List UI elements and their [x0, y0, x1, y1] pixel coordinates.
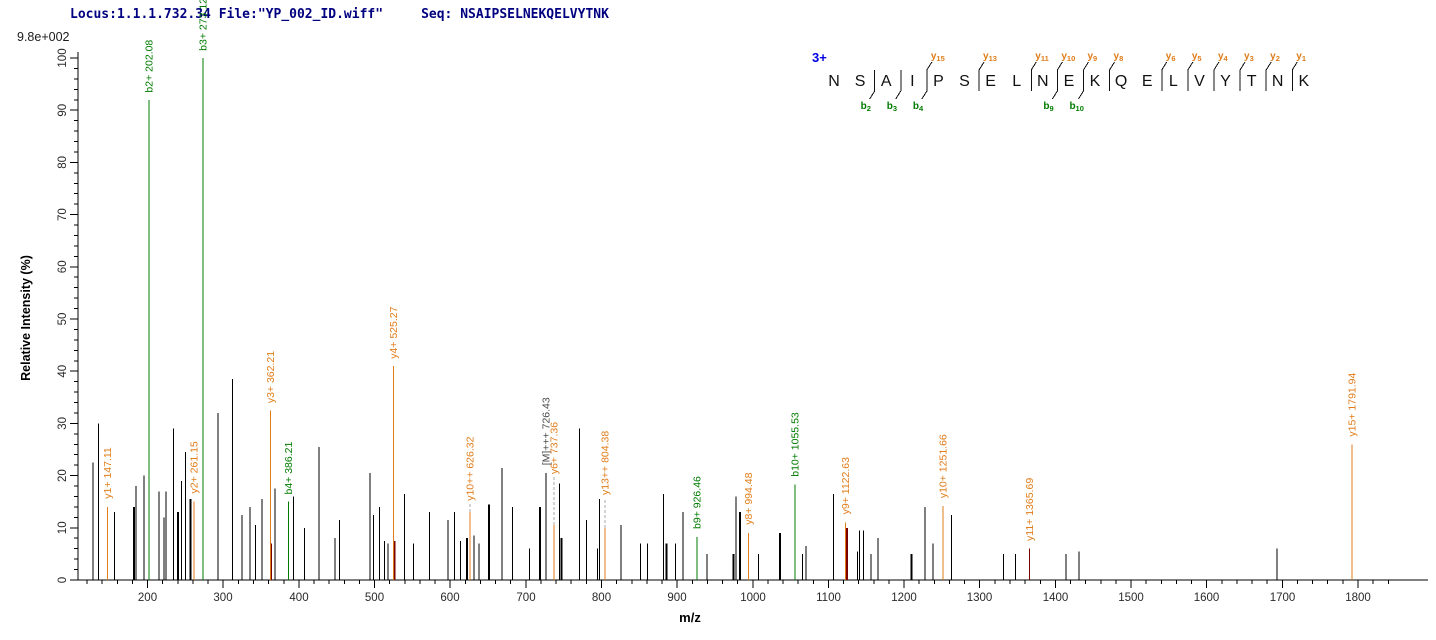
y-tick-label: 40	[57, 365, 69, 378]
peak-label: b10+ 1055.53	[790, 412, 802, 477]
y-ion-label: y9	[1087, 51, 1097, 63]
peak-label: b2+ 202.08	[144, 40, 156, 93]
y-tick-label: 20	[57, 469, 69, 482]
peak-label: y4+ 525.27	[388, 306, 400, 358]
sequence-header-label: Seq: NSAIPSELNEKQELVYTNK	[421, 7, 609, 22]
y-tick-label: 100	[57, 48, 69, 67]
y-tick-label: 60	[57, 260, 69, 273]
y-tick-label: 10	[57, 521, 69, 534]
x-tick-label: 1400	[1043, 592, 1069, 604]
sequence-residue: V	[1194, 73, 1205, 90]
labeled-peaks	[106, 58, 1353, 580]
x-tick-label: 200	[138, 592, 157, 604]
peak-label: y10+ 1251.66	[938, 434, 950, 498]
y-ion-label: y11	[1035, 51, 1049, 63]
y-ion-label: y10	[1061, 51, 1075, 63]
b-ion-label: b9	[1043, 101, 1053, 113]
x-tick-label: 1000	[740, 592, 766, 604]
sequence-residue: N	[1037, 73, 1049, 90]
peak-label: y1+ 147.11	[102, 447, 114, 499]
peak-label: b9+ 926.46	[692, 476, 704, 529]
b-ion-label: b4	[913, 101, 924, 113]
peak-label: b4+ 386.21	[283, 442, 295, 495]
y-tick-label: 50	[57, 313, 69, 326]
y-ion-label: y13	[983, 51, 997, 63]
y-tick-label: 90	[57, 104, 69, 117]
sequence-residue: Y	[1220, 73, 1231, 90]
sequence-residue: S	[855, 73, 866, 90]
y-axis-title: Relative Intensity (%)	[19, 255, 33, 381]
sequence-residue: Q	[1115, 73, 1127, 90]
y-tick-label: 70	[57, 208, 69, 221]
y-ion-label: y5	[1192, 51, 1202, 63]
peak-label: y13++ 804.38	[600, 431, 612, 495]
unlabeled-peaks	[92, 379, 1278, 580]
sequence-residue: K	[1298, 73, 1309, 90]
x-tick-label: 900	[667, 592, 686, 604]
sequence-residue: E	[1064, 73, 1075, 90]
x-axis-ticks: 200 300 400 500 600 700 800 900 1000 1100 1200 1300…	[86, 580, 1389, 604]
peak-label: y11+ 1365.69	[1024, 478, 1036, 541]
y-ion-label: y6	[1166, 51, 1176, 63]
sequence-residue: L	[1169, 73, 1178, 90]
y-tick-label: 30	[57, 417, 69, 430]
sequence-residue: A	[881, 73, 892, 90]
b-ion-label: b10	[1069, 101, 1083, 113]
y-ion-label: y1	[1296, 51, 1306, 63]
b-ion-label: b2	[861, 101, 871, 113]
x-tick-label: 1300	[967, 592, 993, 604]
sequence-residue: N	[828, 73, 840, 90]
x-tick-label: 1700	[1270, 592, 1296, 604]
b-ion-label: b3	[887, 101, 897, 113]
sequence-residue: S	[959, 73, 970, 90]
sequence-residue: E	[1142, 73, 1153, 90]
header-line: Locus:1.1.1.732.34 File:"YP_002_ID.wiff"…	[70, 7, 609, 22]
peak-label: y8+ 994.48	[743, 472, 755, 524]
y-axis-ticks: 0 10 20 30 40 50 60 70 80 90 100	[57, 48, 78, 583]
sequence-residue: P	[933, 73, 944, 90]
peak-label: y6+ 737.36	[549, 422, 561, 474]
sequence-residue: N	[1272, 73, 1284, 90]
sequence-residue: K	[1090, 73, 1101, 90]
y-ion-label: y15	[931, 51, 945, 63]
peak-label: [M]+++ 726.43	[541, 397, 553, 465]
peak-label: y2+ 261.15	[189, 441, 201, 493]
sequence-residue: L	[1012, 73, 1021, 90]
x-tick-label: 1600	[1194, 592, 1220, 604]
base-peak-intensity-label: 9.8e+002	[17, 30, 70, 44]
peak-label: y9+ 1122.63	[840, 457, 852, 514]
x-axis-title: m/z	[679, 610, 701, 625]
x-tick-label: 500	[365, 592, 384, 604]
peak-label: y10++ 626.32	[465, 436, 477, 500]
peak-label: b3+ 273.12	[198, 0, 210, 51]
y-ion-label: y2	[1270, 51, 1280, 63]
peak-label: y3+ 362.21	[265, 351, 277, 403]
precursor-charge-label: 3+	[812, 50, 827, 65]
x-tick-label: 800	[592, 592, 611, 604]
x-tick-label: 1200	[891, 592, 917, 604]
sequence-residue: E	[985, 73, 996, 90]
peak-label: y15+ 1791.94	[1347, 372, 1359, 436]
sequence-residue: I	[910, 73, 914, 90]
x-tick-label: 300	[213, 592, 232, 604]
sequence-residue: T	[1247, 73, 1257, 90]
y-ion-label: y3	[1244, 51, 1254, 63]
x-tick-label: 600	[440, 592, 459, 604]
x-tick-label: 1800	[1345, 592, 1371, 604]
y-tick-label: 0	[57, 577, 69, 583]
x-tick-label: 1500	[1118, 592, 1144, 604]
y-tick-label: 80	[57, 156, 69, 169]
y-ion-label: y8	[1114, 51, 1124, 63]
x-tick-label: 400	[289, 592, 308, 604]
y-ion-label: y4	[1218, 51, 1229, 63]
locus-file-label: Locus:1.1.1.732.34 File:"YP_002_ID.wiff"	[70, 7, 384, 22]
x-tick-label: 1100	[816, 592, 841, 604]
x-tick-label: 700	[516, 592, 535, 604]
